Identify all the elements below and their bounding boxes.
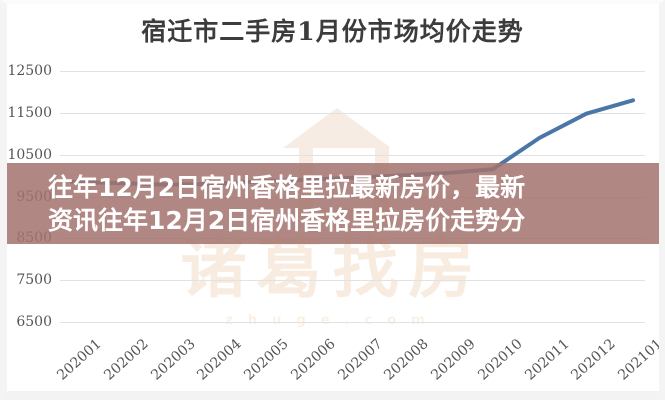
y-axis-tick-label: 12500 bbox=[7, 63, 52, 79]
overlay-banner-text: 往年12月2日宿州香格里拉最新房价，最新 资讯往年12月2日宿州香格里拉房价走势… bbox=[0, 163, 665, 244]
y-axis-tick-label: 11500 bbox=[7, 104, 52, 121]
gridline bbox=[60, 280, 645, 282]
gridline bbox=[60, 154, 645, 156]
y-axis-tick-label: 7500 bbox=[16, 272, 52, 289]
overlay-headline-line-1: 往年12月2日宿州香格里拉最新房价，最新 bbox=[48, 172, 526, 202]
gridline bbox=[60, 71, 645, 72]
y-axis-tick-label: 6500 bbox=[16, 314, 52, 330]
gridline bbox=[60, 322, 645, 323]
overlay-headline-line-2: 资讯往年12月2日宿州香格里拉房价走势分 bbox=[48, 205, 526, 235]
y-axis-tick-label: 10500 bbox=[7, 146, 52, 163]
overlay-banner-background bbox=[0, 163, 665, 244]
chart-title: 宿迁市二手房1月份市场均价走势 bbox=[141, 17, 524, 46]
